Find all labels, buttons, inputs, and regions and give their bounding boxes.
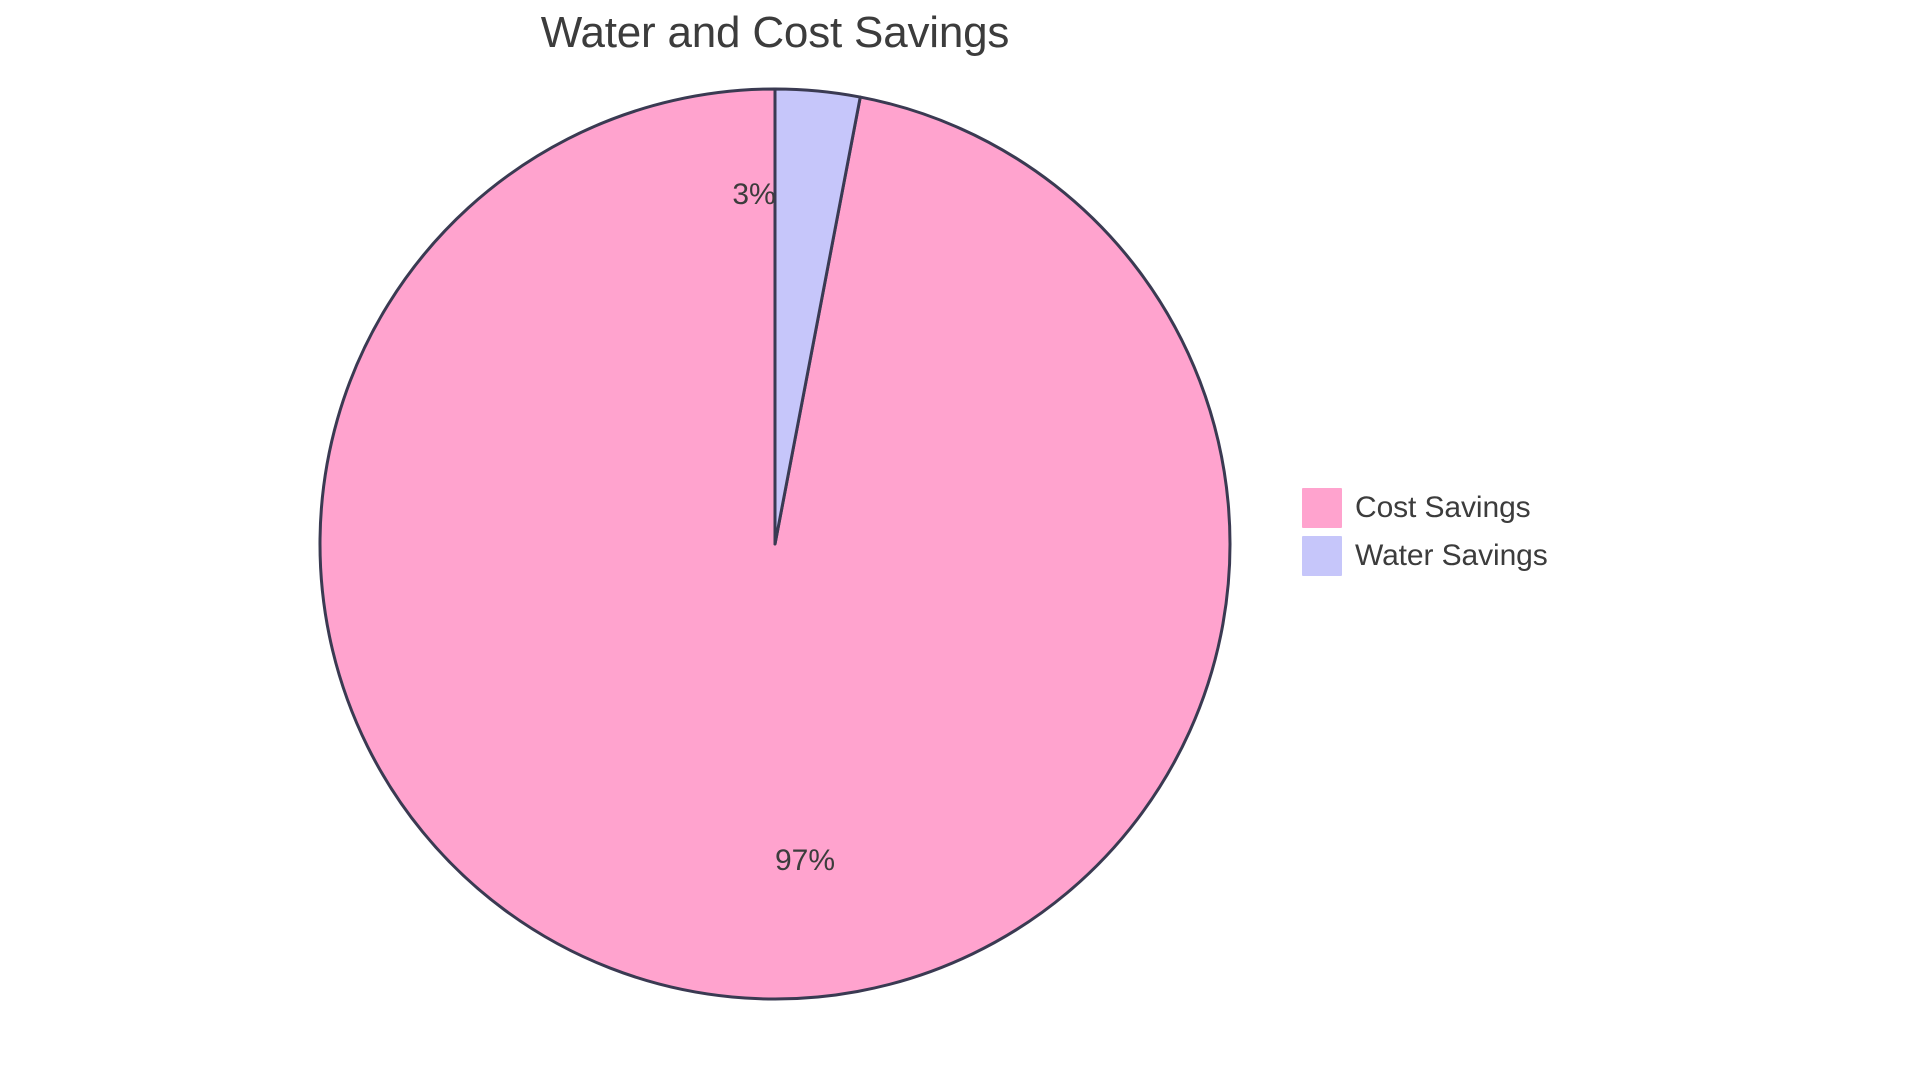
chart-title: Water and Cost Savings: [540, 8, 1010, 57]
chart-legend: Cost Savings Water Savings: [1302, 488, 1548, 576]
pie-slices: [318, 87, 1232, 1001]
legend-label-cost-savings: Cost Savings: [1355, 491, 1531, 524]
pie-slice-labels: 97% 3%: [732, 178, 835, 877]
pie-svg: 97% 3%: [318, 87, 1232, 1001]
legend-item-water-savings[interactable]: Water Savings: [1302, 536, 1548, 576]
legend-swatch-water-savings: [1302, 536, 1342, 576]
pie-plot-area: 97% 3%: [318, 87, 1232, 1001]
pie-slice[interactable]: [773, 87, 862, 546]
pie-slice-value-label: 3%: [732, 178, 775, 211]
legend-label-water-savings: Water Savings: [1355, 539, 1548, 572]
legend-swatch-cost-savings: [1302, 488, 1342, 528]
legend-item-cost-savings[interactable]: Cost Savings: [1302, 488, 1548, 528]
pie-slice-value-label: 97%: [775, 844, 835, 877]
